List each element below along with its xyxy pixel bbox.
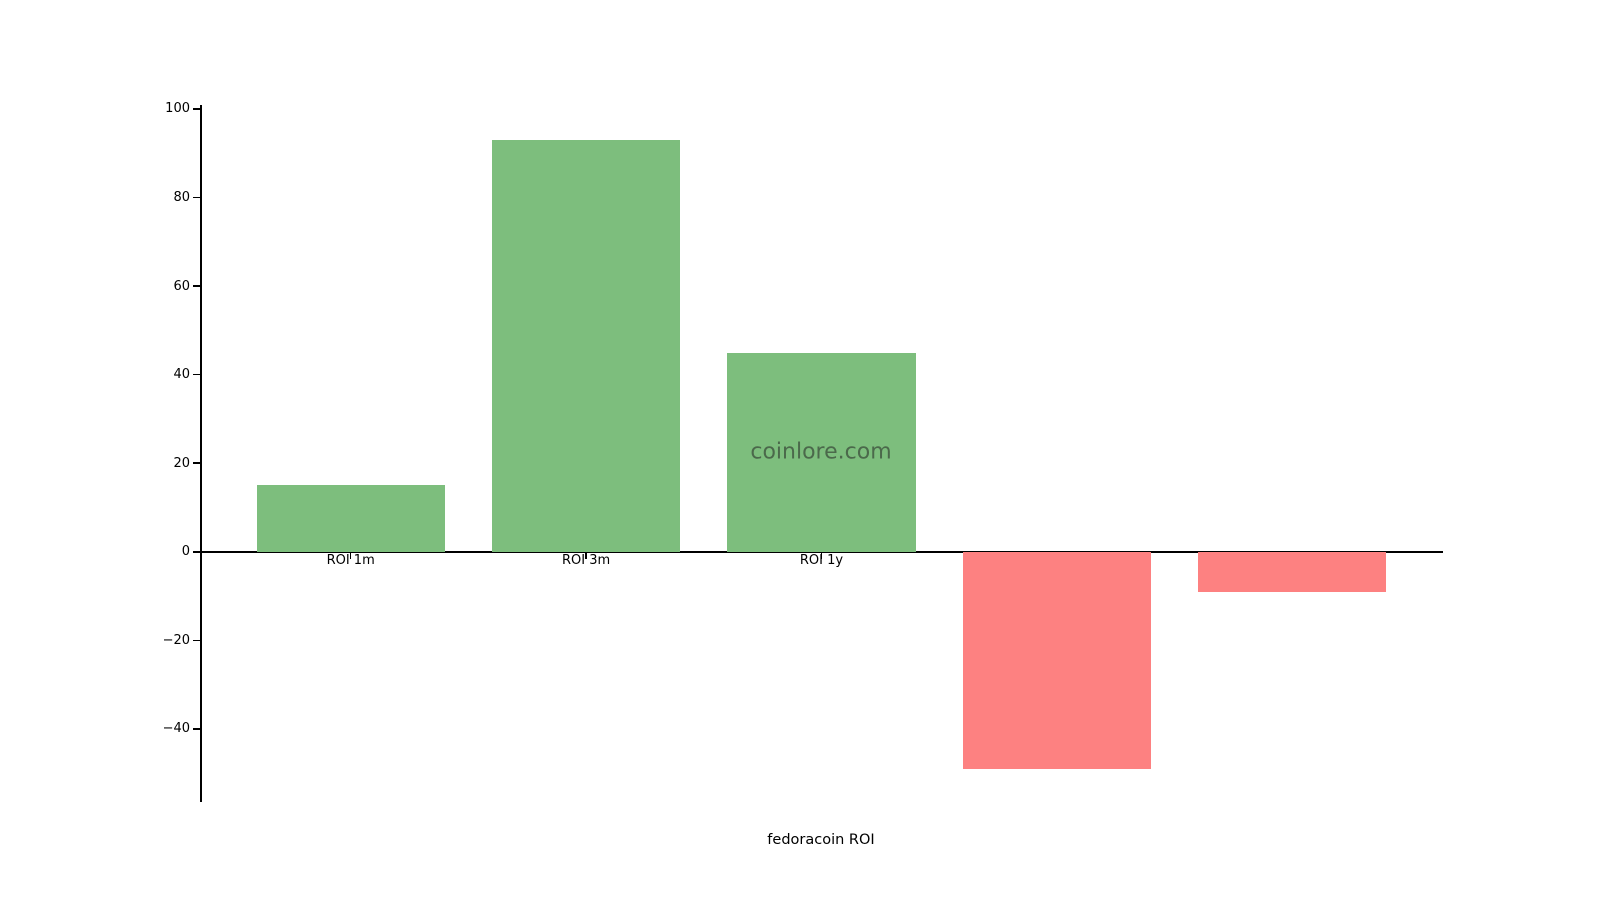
- y-tick-label: 40: [173, 367, 190, 383]
- y-tick: [193, 639, 200, 642]
- y-tick-label: 80: [173, 190, 190, 206]
- x-tick: [349, 551, 352, 559]
- y-tick-label: −40: [162, 721, 190, 737]
- y-tick: [193, 373, 200, 376]
- y-tick: [193, 728, 200, 730]
- x-tick-label: ROI 1y: [799, 553, 844, 569]
- x-tick: [585, 551, 587, 559]
- y-tick: [193, 551, 200, 553]
- x-axis-line: [200, 551, 1443, 553]
- y-tick: [193, 462, 200, 464]
- chart-xlabel: fedoracoin ROI: [767, 832, 875, 848]
- bar-negative: [962, 551, 1152, 769]
- y-tick: [193, 196, 200, 199]
- y-tick-label: 0: [181, 544, 190, 560]
- x-tick-label: ROI 1m: [326, 553, 375, 569]
- watermark: coinlore.com: [750, 439, 892, 465]
- x-tick: [820, 551, 823, 559]
- y-tick-label: 100: [165, 101, 190, 117]
- bar-positive: [256, 485, 445, 552]
- y-tick-label: 60: [173, 278, 190, 294]
- x-tick-label: ROI 3m: [561, 553, 611, 569]
- bar-negative: [1198, 551, 1387, 592]
- bar-positive: [491, 139, 681, 552]
- bar-positive: [727, 352, 916, 552]
- y-tick-label: 20: [173, 455, 190, 471]
- y-tick-label: −20: [162, 632, 190, 648]
- y-tick: [193, 108, 200, 110]
- y-tick: [193, 285, 200, 287]
- y-axis-line: [200, 105, 202, 802]
